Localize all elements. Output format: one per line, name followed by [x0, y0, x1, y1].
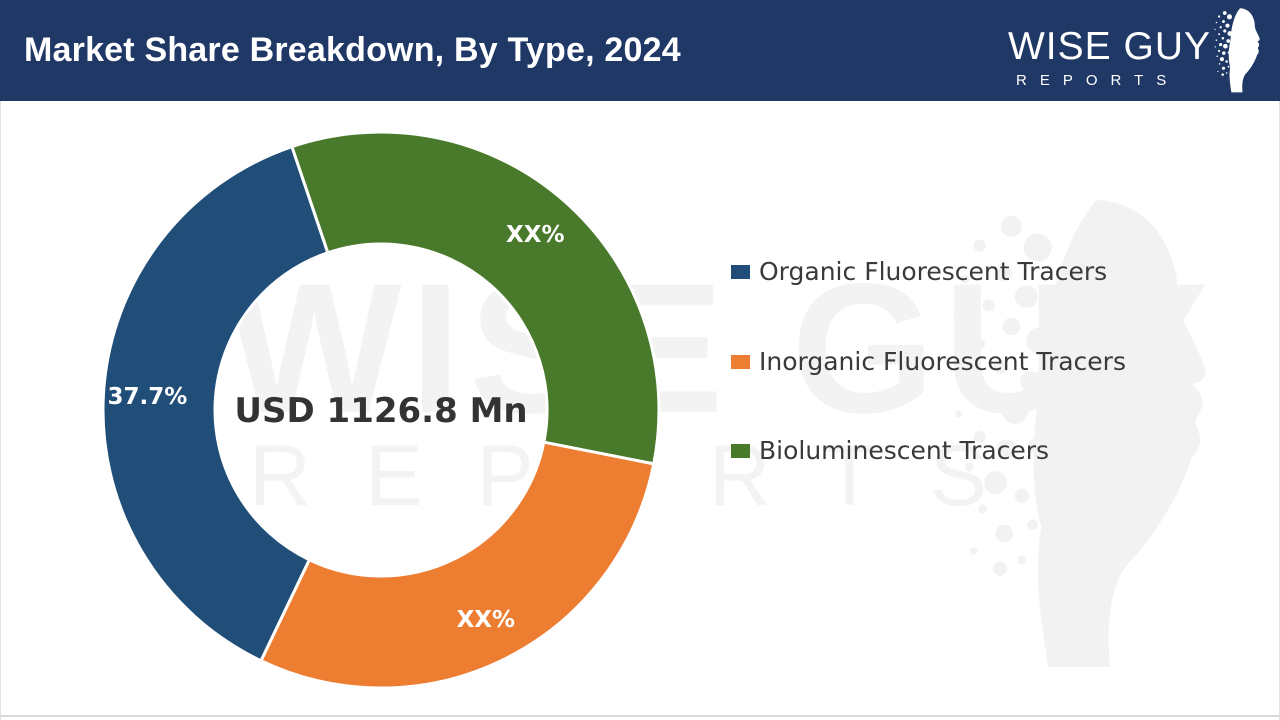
legend-label: Inorganic Fluorescent Tracers [759, 347, 1126, 376]
legend-item-organic-fluorescent-tracers: Organic Fluorescent Tracers [731, 258, 1107, 286]
legend-label: Bioluminescent Tracers [759, 436, 1050, 465]
donut-center-value: USD 1126.8 Mn [234, 391, 527, 431]
legend-item-bioluminescent-tracers: Bioluminescent Tracers [731, 437, 1049, 465]
donut-slice-bioluminescent-tracers [290, 130, 661, 466]
face-profile-icon [1214, 8, 1260, 93]
donut-slice-inorganic-fluorescent-tracers [259, 440, 656, 690]
bottom-divider [1, 715, 1279, 717]
slice-percentage-label: XX% [506, 222, 565, 248]
legend-swatch-green [731, 444, 750, 458]
slice-percentage-label: XX% [457, 607, 516, 633]
legend-label: Organic Fluorescent Tracers [759, 257, 1108, 286]
donut-chart: XX% XX% 37.7% USD 1126.8 Mn [101, 130, 661, 690]
page-title: Market Share Breakdown, By Type, 2024 [24, 31, 681, 69]
donut-slice-organic-fluorescent-tracers [101, 145, 330, 663]
wise-guy-logo: WISE GUY REPORTS [1006, 5, 1268, 97]
logo-subtitle: REPORTS [1016, 72, 1179, 89]
chart-area: WISE GUY REPORTS XX%XX%37.7%USD 1126.8 M… [0, 101, 1280, 720]
logo-wordmark: WISE GUY [1008, 25, 1211, 68]
legend-swatch-orange [731, 355, 750, 369]
legend-swatch-blue [731, 265, 750, 279]
legend-item-inorganic-fluorescent-tracers: Inorganic Fluorescent Tracers [731, 348, 1126, 376]
header: Market Share Breakdown, By Type, 2024 WI… [0, 0, 1280, 101]
slice-percentage-label: 37.7% [108, 384, 188, 410]
